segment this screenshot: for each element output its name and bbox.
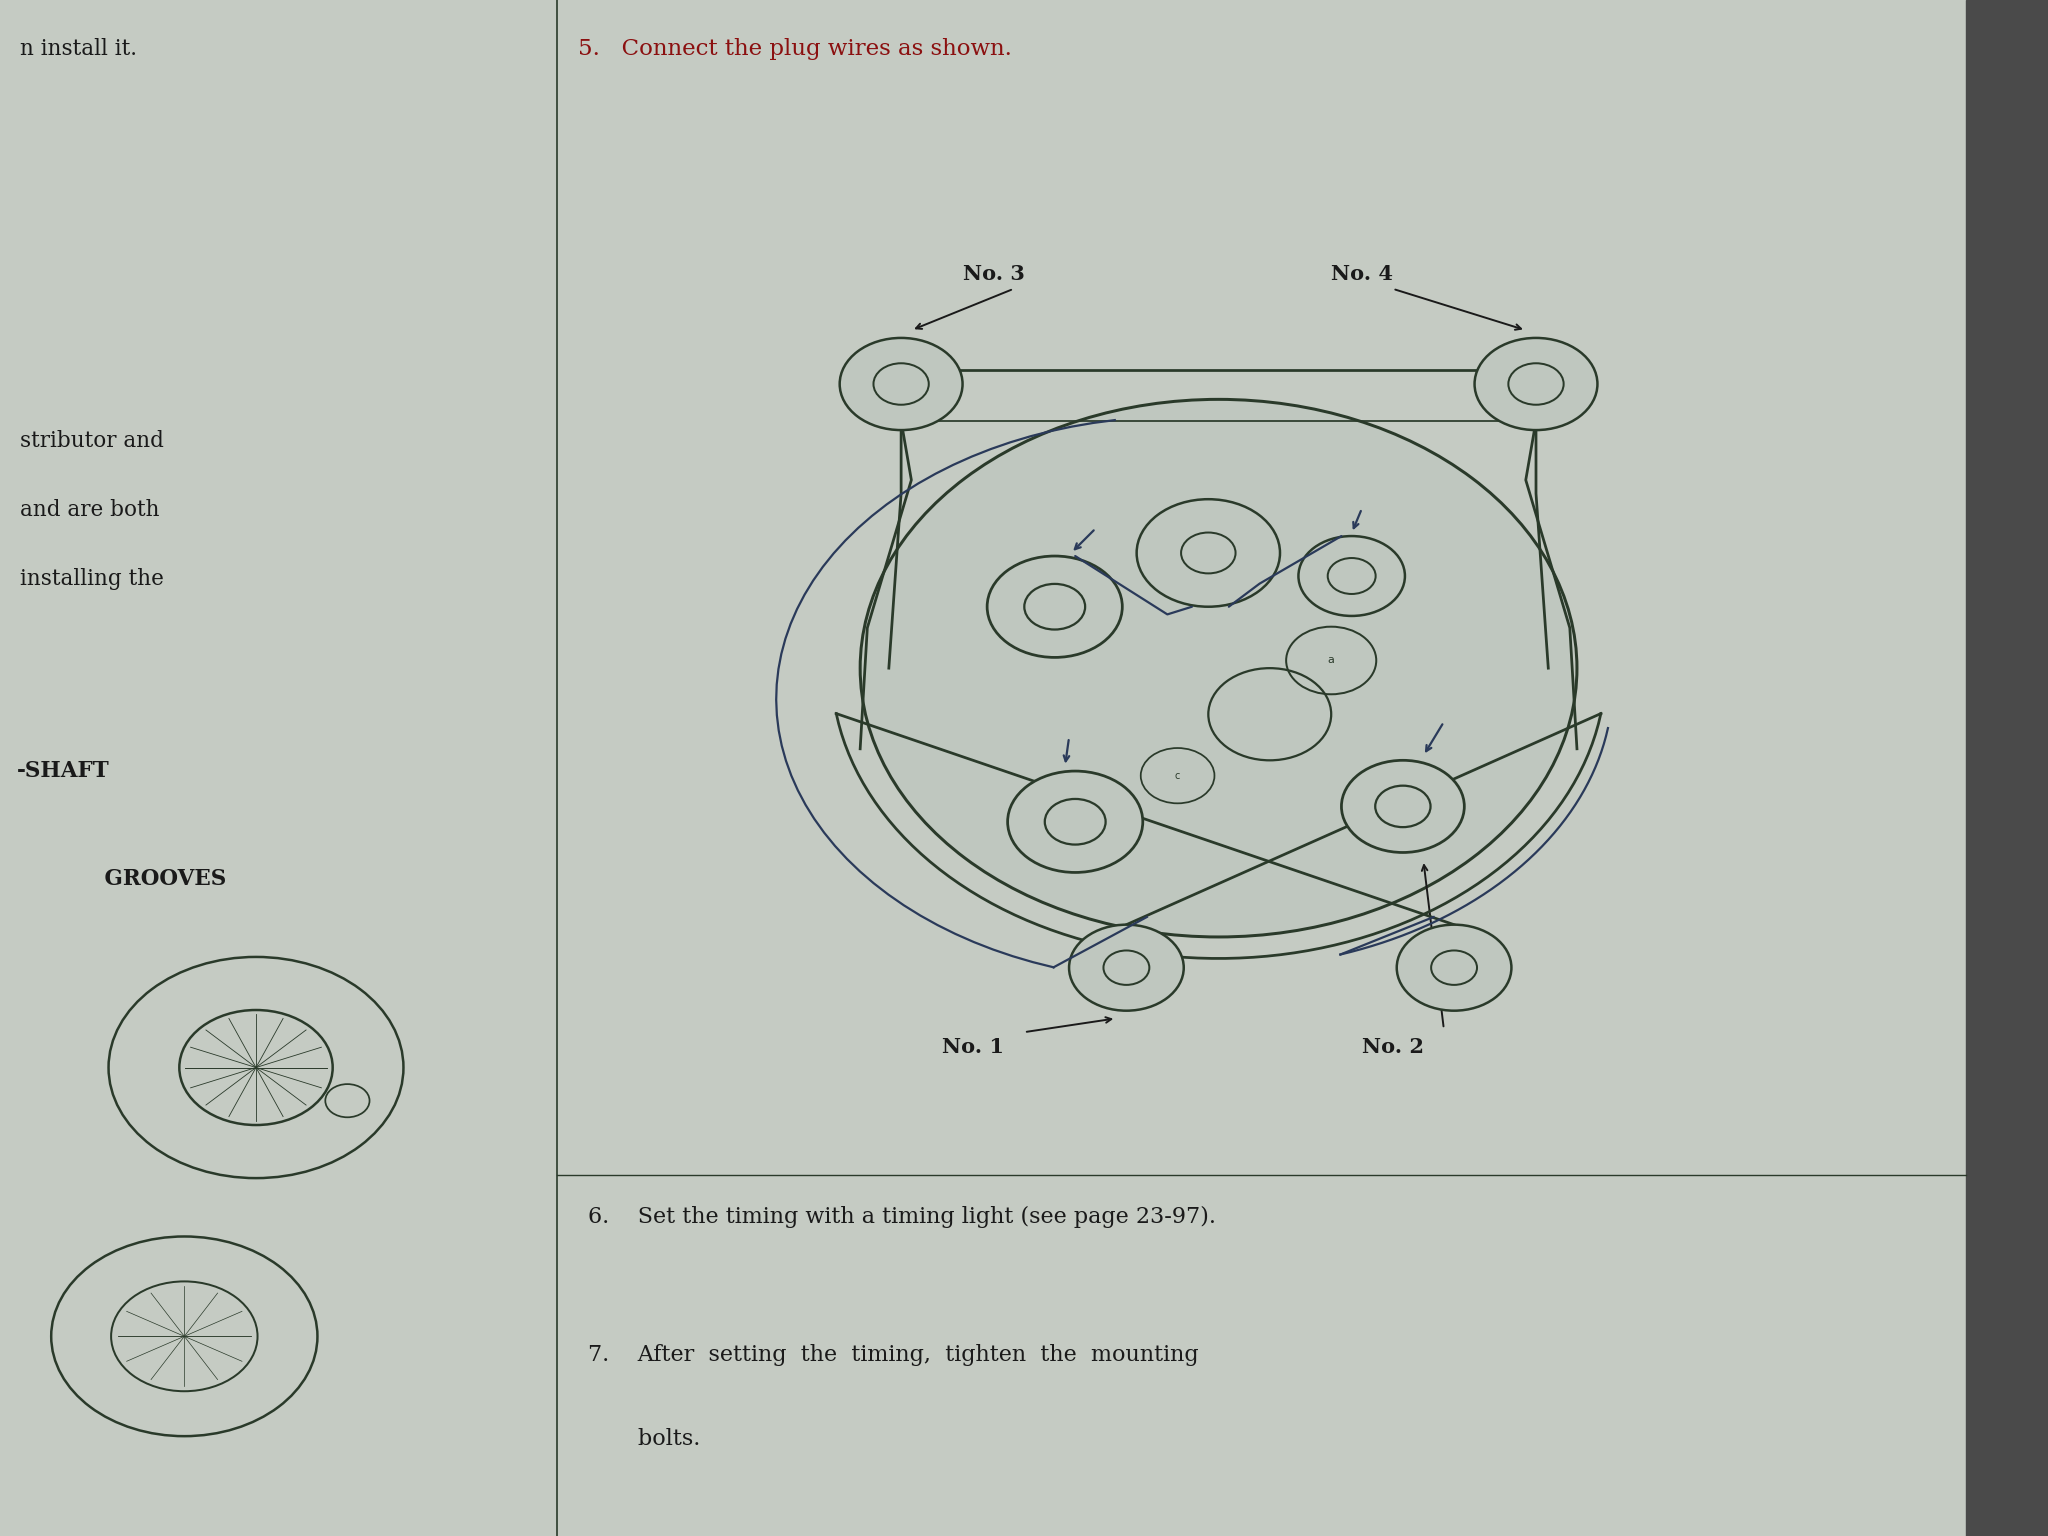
Circle shape [1137,499,1280,607]
Text: 5.   Connect the plug wires as shown.: 5. Connect the plug wires as shown. [578,38,1012,60]
Circle shape [1008,771,1143,872]
Circle shape [1341,760,1464,852]
Text: installing the: installing the [20,568,164,590]
Text: No. 3: No. 3 [963,264,1024,284]
Text: GROOVES: GROOVES [82,868,225,889]
Circle shape [1298,536,1405,616]
Circle shape [987,556,1122,657]
Circle shape [1397,925,1511,1011]
Text: 6.    Set the timing with a timing light (see page 23-97).: 6. Set the timing with a timing light (s… [588,1206,1217,1227]
Circle shape [1475,338,1597,430]
Text: a: a [1327,656,1335,665]
Text: c: c [1176,771,1180,780]
Circle shape [326,1084,369,1117]
Text: bolts.: bolts. [588,1428,700,1450]
Text: 7.    After  setting  the  timing,  tighten  the  mounting: 7. After setting the timing, tighten the… [588,1344,1198,1366]
Text: stributor and: stributor and [20,430,164,452]
Text: n install it.: n install it. [20,38,137,60]
Text: No. 2: No. 2 [1362,1037,1423,1057]
Text: No. 1: No. 1 [942,1037,1004,1057]
Circle shape [1069,925,1184,1011]
Text: and are both: and are both [20,499,160,521]
Text: No. 4: No. 4 [1331,264,1393,284]
Bar [1966,0,2048,1536]
Text: -SHAFT: -SHAFT [16,760,109,782]
Circle shape [840,338,963,430]
Circle shape [860,399,1577,937]
